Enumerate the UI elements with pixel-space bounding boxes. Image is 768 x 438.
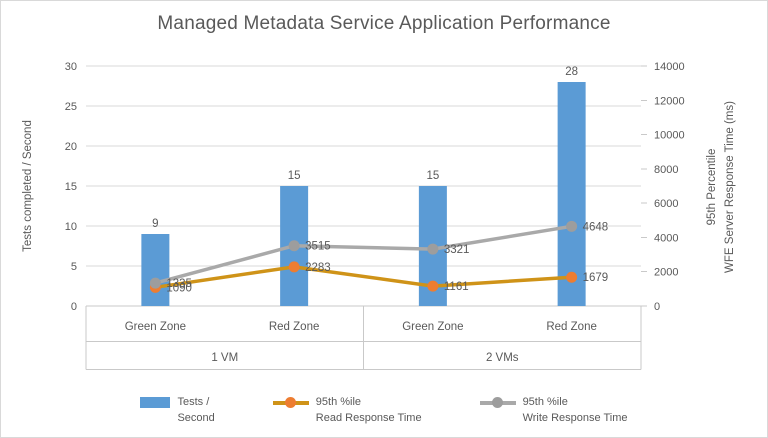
legend-label-line: Write Response Time [522, 412, 628, 425]
line-marker [149, 277, 161, 289]
line-data-label: 4648 [583, 221, 609, 233]
right-axis-tick-label: 14000 [654, 61, 685, 73]
bar-data-label: 9 [152, 218, 158, 230]
legend-write-line-swatch-icon [479, 396, 516, 409]
line-data-label: 3515 [305, 241, 331, 253]
line-marker [566, 271, 578, 283]
line-data-label: 3321 [444, 244, 470, 256]
bar-tests-per-second [141, 234, 170, 306]
line-marker [427, 243, 439, 255]
left-axis-tick-label: 0 [71, 301, 77, 313]
bar-tests-per-second [557, 82, 586, 306]
bar-data-label: 15 [288, 170, 301, 182]
left-axis-tick-label: 15 [65, 181, 77, 193]
chart-title: Managed Metadata Service Application Per… [157, 13, 611, 34]
legend-read-marker-dot [284, 397, 296, 409]
left-axis-tick-label: 10 [65, 221, 77, 233]
bar-data-label: 28 [565, 66, 578, 78]
line-series [153, 224, 574, 285]
right-axis-title-line1: 95th Percentile [706, 149, 718, 226]
category-label: Green Zone [125, 321, 186, 333]
left-axis-tick-label: 25 [65, 101, 77, 113]
line-data-label: 1335 [166, 278, 192, 290]
right-axis-tick-label: 12000 [654, 95, 685, 107]
right-axis-tick-label: 8000 [654, 164, 678, 176]
left-axis-title: Tests completed / Second [22, 120, 34, 252]
legend-label-line: Read Response Time [315, 412, 422, 425]
legend-read-line-swatch-icon [272, 396, 309, 409]
right-axis-tick-label: 2000 [654, 267, 678, 279]
line-data-label: 2283 [305, 262, 331, 274]
left-axis-tick-label: 30 [65, 61, 77, 73]
right-axis-tick-label: 4000 [654, 232, 678, 244]
line-data-label: 1161 [444, 281, 469, 293]
legend-label-line: Second [177, 412, 215, 425]
bar-data-label: 15 [426, 170, 439, 182]
line-data-label: 1090 [166, 282, 192, 294]
legend-label-line: 95th %ile [315, 396, 362, 409]
category-label: Green Zone [402, 321, 463, 333]
right-axis-tick-label: 0 [654, 301, 660, 313]
right-axis-title-line2: WFE Server Response Time (ms) [724, 101, 736, 273]
group-label: 2 VMs [486, 352, 519, 364]
legend-bar-swatch-icon [140, 397, 171, 409]
legend-item-write-response: 95th %ile Write Response Time [479, 395, 628, 427]
legend-item-read-response: 95th %ile Read Response Time [272, 395, 422, 427]
legend-label-line: 95th %ile [522, 396, 568, 409]
left-axis-tick-label: 5 [71, 261, 77, 273]
legend-item-tests-per-second: Tests / Second [140, 395, 215, 427]
line-marker [288, 261, 300, 273]
category-label: Red Zone [546, 321, 597, 333]
category-label: Red Zone [269, 321, 320, 333]
legend-label-line: Tests / [177, 396, 210, 409]
line-marker [288, 240, 300, 252]
legend-write-marker-dot [491, 397, 503, 409]
chart-legend: Tests / Second 95th %ile Read Response T… [1, 395, 767, 427]
group-label: 1 VM [211, 352, 238, 364]
line-series [153, 265, 574, 290]
right-axis-tick-label: 6000 [654, 198, 678, 210]
left-axis-tick-label: 20 [65, 141, 77, 153]
line-marker [566, 220, 578, 232]
right-axis-tick-label: 10000 [654, 130, 685, 142]
line-marker [427, 280, 439, 292]
line-data-label: 1679 [583, 272, 609, 284]
